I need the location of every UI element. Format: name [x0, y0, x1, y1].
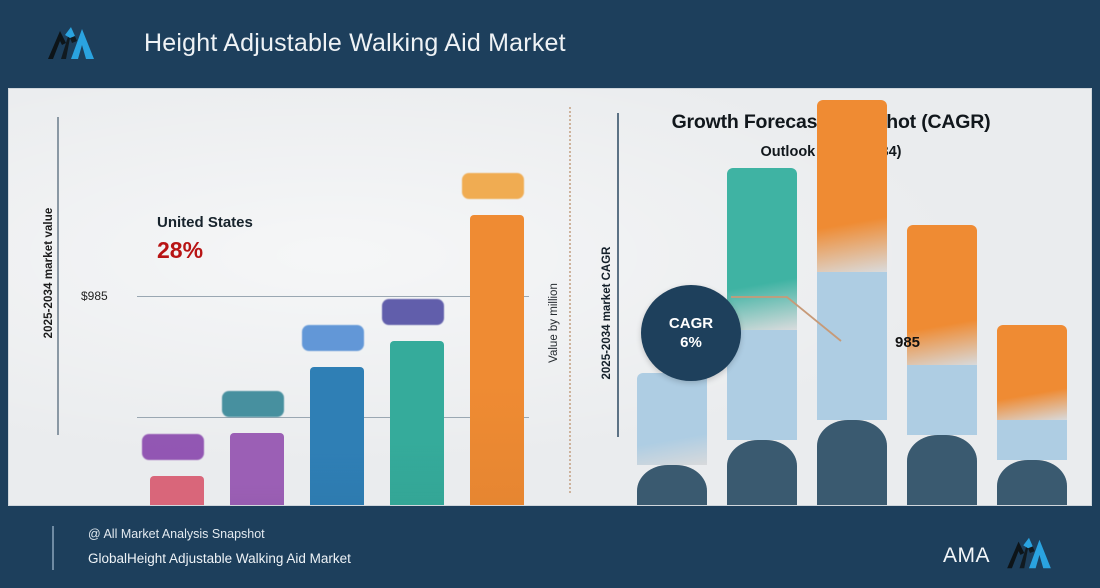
stack-segment-2031-top — [727, 168, 797, 330]
stack-segment-2029-base — [907, 435, 977, 505]
left-y-axis-label: 2025-2034 market value — [43, 207, 55, 339]
stack-segment-2027-top_orange — [997, 325, 1067, 420]
stacked-bar-2031 — [727, 168, 797, 505]
stacked-bar-2029 — [907, 225, 977, 505]
left-bars-plot — [137, 173, 537, 505]
stack-segment-2031-base — [727, 440, 797, 505]
left-chart-panel: 2025-2034 market value $985 $560 United … — [9, 89, 565, 505]
middle-axis-label: Value by million — [548, 283, 560, 363]
footer-brand-text: AMA — [942, 543, 990, 567]
stack-segment-2033-top_orange — [817, 100, 887, 272]
footer-line-2: GlobalHeight Adjustable Walking Aid Mark… — [88, 551, 351, 566]
stacked-bar-2027 — [997, 325, 1067, 505]
right-bars-plot — [627, 100, 1077, 505]
stack-segment-2033-base — [817, 420, 887, 505]
data-label-985: 985 — [895, 334, 921, 351]
cagr-badge-value: 6% — [680, 334, 702, 351]
right-y-axis-label: 2025-2034 market CAGR — [601, 246, 613, 380]
bar-2025 — [390, 340, 444, 505]
stack-segment-2031-mid — [727, 330, 797, 440]
bar-2024 — [470, 215, 524, 505]
header-bar: Height Adjustable Walking Aid Market — [0, 0, 1100, 86]
ama-mountain-logo-icon — [1002, 534, 1056, 577]
panel-divider — [569, 107, 571, 493]
bar-2026 — [310, 366, 364, 505]
footer-rule — [52, 526, 54, 570]
stack-segment-2029-mid — [907, 365, 977, 435]
left-gridline-upper — [137, 296, 529, 297]
ama-mountain-logo-icon — [44, 23, 98, 63]
bar-chip-2026 — [302, 324, 364, 351]
stack-segment-2025-mid — [637, 373, 707, 465]
bar-chip-..... — [222, 390, 284, 417]
bar-chip-2025 — [382, 298, 444, 325]
stack-segment-2027-mid — [997, 420, 1067, 460]
stacked-bar-2025 — [637, 373, 707, 505]
footer-line-1: @ All Market Analysis Snapshot — [88, 527, 265, 541]
left-y-axis-line — [57, 117, 59, 435]
bar-..... — [230, 432, 284, 505]
bar-chip-2033 — [142, 433, 204, 460]
cagr-badge: CAGR 6% — [641, 285, 741, 381]
bar-2033 — [150, 475, 204, 505]
page-title: Height Adjustable Walking Aid Market — [144, 28, 566, 57]
stacked-bar-2033 — [817, 100, 887, 505]
stack-segment-2025-base — [637, 465, 707, 505]
footer-bar: @ All Market Analysis Snapshot GlobalHei… — [0, 508, 1100, 588]
region-percent: 28% — [157, 237, 204, 263]
bar-chip-2024 — [462, 173, 524, 200]
stack-segment-2027-base — [997, 460, 1067, 505]
stack-segment-2029-top_orange — [907, 225, 977, 365]
stack-segment-2033-mid — [817, 272, 887, 420]
right-y-axis-line — [617, 113, 619, 437]
region-label: United States — [157, 214, 253, 231]
right-chart-panel: 2025-2034 market CAGR Growth Forecast Sn… — [569, 89, 1091, 505]
cagr-connector-line — [731, 296, 842, 342]
footer-brand: AMA — [943, 534, 1056, 577]
cagr-badge-label: CAGR — [668, 315, 714, 332]
left-y-tick-top: $985 — [81, 289, 108, 303]
chart-canvas: 2025-2034 market value $985 $560 United … — [8, 88, 1092, 506]
